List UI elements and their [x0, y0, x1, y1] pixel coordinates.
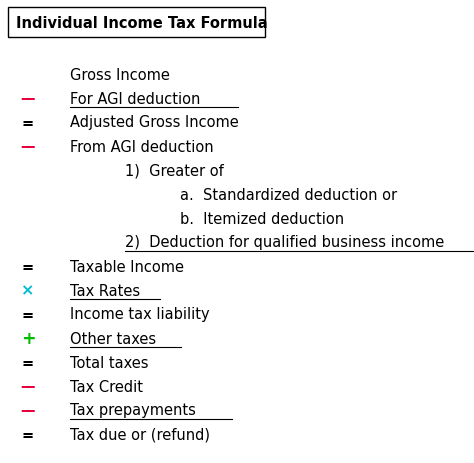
Text: +: + — [21, 329, 35, 347]
Text: ×: × — [21, 283, 35, 298]
Text: Other taxes: Other taxes — [70, 331, 156, 346]
Text: Tax Rates: Tax Rates — [70, 283, 140, 298]
Text: Income tax liability: Income tax liability — [70, 307, 210, 322]
Text: a.  Standardized deduction or: a. Standardized deduction or — [180, 187, 397, 202]
Text: Gross Income: Gross Income — [70, 67, 170, 82]
Text: =: = — [22, 426, 34, 442]
Text: =: = — [22, 355, 34, 369]
Text: =: = — [22, 307, 34, 322]
Text: For AGI deduction: For AGI deduction — [70, 91, 201, 106]
Text: =: = — [22, 259, 34, 274]
Text: Tax Credit: Tax Credit — [70, 379, 143, 394]
Text: Total taxes: Total taxes — [70, 355, 148, 369]
Text: From AGI deduction: From AGI deduction — [70, 139, 214, 154]
Text: —: — — [21, 379, 35, 394]
FancyBboxPatch shape — [8, 8, 265, 38]
Text: Tax due or (refund): Tax due or (refund) — [70, 426, 210, 442]
Text: =: = — [22, 115, 34, 130]
Text: Taxable Income: Taxable Income — [70, 259, 184, 274]
Text: Individual Income Tax Formula: Individual Income Tax Formula — [16, 15, 268, 31]
Text: 2)  Deduction for qualified business income: 2) Deduction for qualified business inco… — [125, 235, 444, 250]
Text: —: — — [21, 139, 35, 154]
Text: Adjusted Gross Income: Adjusted Gross Income — [70, 115, 239, 130]
Text: —: — — [21, 403, 35, 418]
Text: 1)  Greater of: 1) Greater of — [125, 163, 224, 178]
Text: —: — — [21, 91, 35, 106]
Text: b.  Itemized deduction: b. Itemized deduction — [180, 211, 344, 226]
Text: Tax prepayments: Tax prepayments — [70, 403, 196, 418]
